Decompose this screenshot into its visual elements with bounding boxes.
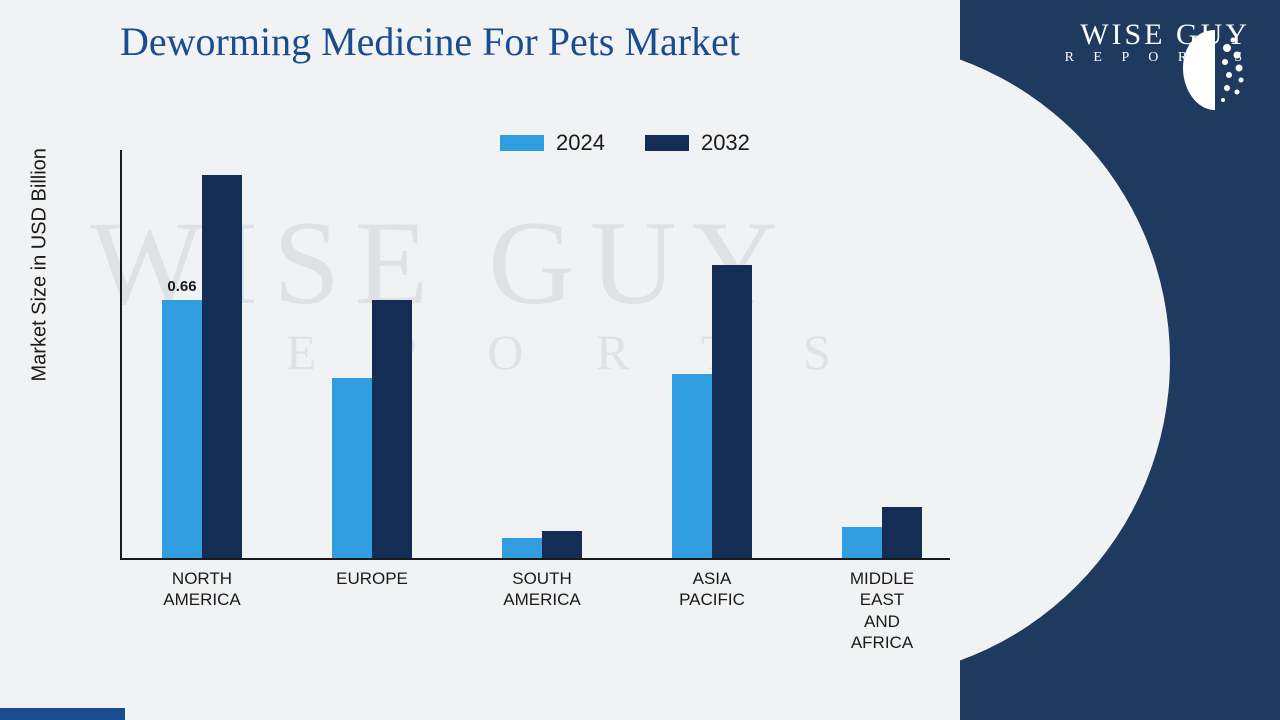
- x-axis-tick-label: NORTH AMERICA: [163, 568, 240, 611]
- legend-item: 2024: [500, 130, 605, 156]
- chart-bar: [332, 378, 372, 558]
- x-axis-tick-label: SOUTH AMERICA: [503, 568, 580, 611]
- chart-plot: 0.66NORTH AMERICAEUROPESOUTH AMERICAASIA…: [120, 150, 950, 560]
- logo-main-text: WISE GUY: [1065, 18, 1250, 52]
- bar-group: [502, 531, 582, 558]
- brand-logo: WISE GUY R E P O R T S: [1065, 18, 1250, 66]
- logo-sub-text: R E P O R T S: [1065, 50, 1250, 66]
- chart-bar: [882, 507, 922, 558]
- legend-label: 2024: [556, 130, 605, 156]
- x-axis-tick-label: EUROPE: [336, 568, 408, 589]
- chart-legend: 2024 2032: [500, 130, 750, 156]
- chart-bar: [672, 374, 712, 558]
- y-axis-label: Market Size in USD Billion: [29, 148, 52, 381]
- legend-swatch: [645, 135, 689, 151]
- infographic-canvas: WISE GUY R E P O R T S WISE GUY R E P O …: [0, 0, 1280, 720]
- bar-group: [672, 265, 752, 558]
- chart-title: Deworming Medicine For Pets Market: [120, 18, 740, 65]
- bar-group: [842, 507, 922, 558]
- chart-bar: [202, 175, 242, 558]
- legend-label: 2032: [701, 130, 750, 156]
- chart-bar: [712, 265, 752, 558]
- decorative-bottom-bar: [0, 708, 125, 720]
- chart-area: Market Size in USD Billion 0.66NORTH AME…: [60, 150, 960, 670]
- chart-bar: [502, 538, 542, 558]
- chart-bar: 0.66: [162, 300, 202, 558]
- legend-swatch: [500, 135, 544, 151]
- x-axis-tick-label: ASIA PACIFIC: [679, 568, 745, 611]
- bar-value-label: 0.66: [162, 278, 202, 295]
- bar-group: [332, 300, 412, 558]
- x-axis-tick-label: MIDDLE EAST AND AFRICA: [850, 568, 914, 653]
- chart-bar: [372, 300, 412, 558]
- legend-item: 2032: [645, 130, 750, 156]
- bar-group: 0.66: [162, 175, 242, 558]
- chart-bar: [542, 531, 582, 558]
- chart-bar: [842, 527, 882, 558]
